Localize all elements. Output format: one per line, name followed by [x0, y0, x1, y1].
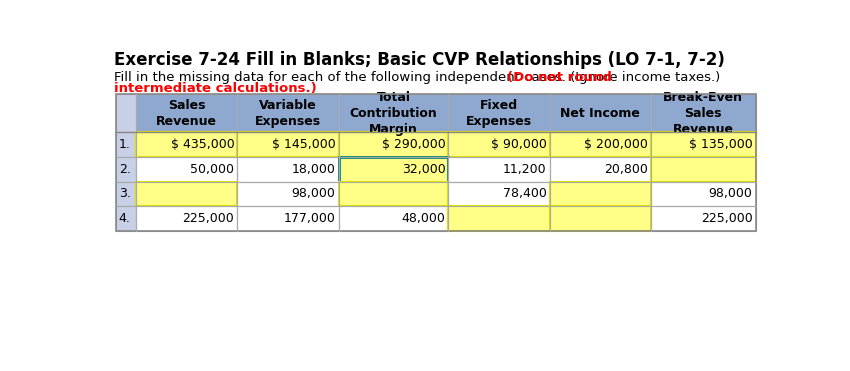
- Bar: [449, 206, 550, 231]
- Text: $ 200,000: $ 200,000: [584, 138, 648, 151]
- Text: 4.: 4.: [119, 212, 131, 225]
- Text: 225,000: 225,000: [183, 212, 235, 225]
- Bar: [116, 157, 136, 181]
- Bar: [116, 181, 136, 206]
- Text: 225,000: 225,000: [701, 212, 752, 225]
- Text: 2.: 2.: [119, 163, 131, 176]
- Bar: [651, 181, 756, 206]
- Bar: [449, 157, 550, 181]
- Text: Fixed
Expenses: Fixed Expenses: [466, 99, 532, 128]
- Bar: [651, 157, 756, 181]
- Text: $ 290,000: $ 290,000: [382, 138, 445, 151]
- Bar: [237, 181, 338, 206]
- Text: Break-Even
Sales
Revenue: Break-Even Sales Revenue: [663, 91, 744, 135]
- Text: 32,000: 32,000: [402, 163, 445, 176]
- Bar: [237, 132, 338, 157]
- Text: $ 135,000: $ 135,000: [688, 138, 752, 151]
- Text: Fill in the missing data for each of the following independent cases. (Ignore in: Fill in the missing data for each of the…: [114, 72, 724, 85]
- Text: 20,800: 20,800: [604, 163, 648, 176]
- Text: 48,000: 48,000: [401, 212, 445, 225]
- Text: 177,000: 177,000: [284, 212, 336, 225]
- Bar: [237, 157, 338, 181]
- Bar: [116, 132, 136, 157]
- Text: 78,400: 78,400: [503, 187, 547, 200]
- Bar: [651, 206, 756, 231]
- Text: $ 90,000: $ 90,000: [490, 138, 547, 151]
- Text: (Do not round: (Do not round: [507, 72, 612, 85]
- Text: Net Income: Net Income: [560, 106, 640, 119]
- Bar: [116, 206, 136, 231]
- Text: Total
Contribution
Margin: Total Contribution Margin: [349, 91, 438, 135]
- Text: 98,000: 98,000: [709, 187, 752, 200]
- Bar: [550, 206, 651, 231]
- Bar: [550, 157, 651, 181]
- Bar: [338, 132, 449, 157]
- Bar: [449, 181, 550, 206]
- Bar: [136, 132, 237, 157]
- Text: 1.: 1.: [119, 138, 131, 151]
- Text: 11,200: 11,200: [503, 163, 547, 176]
- Bar: [136, 181, 237, 206]
- Bar: [116, 94, 136, 132]
- Text: Sales
Revenue: Sales Revenue: [156, 99, 218, 128]
- Bar: [136, 206, 237, 231]
- Bar: [338, 157, 449, 181]
- Bar: [116, 94, 756, 132]
- Bar: [338, 181, 449, 206]
- Bar: [651, 132, 756, 157]
- Bar: [338, 206, 449, 231]
- Text: Exercise 7-24 Fill in Blanks; Basic CVP Relationships (LO 7-1, 7-2): Exercise 7-24 Fill in Blanks; Basic CVP …: [114, 52, 725, 69]
- Bar: [237, 206, 338, 231]
- Bar: [116, 94, 756, 231]
- Text: Variable
Expenses: Variable Expenses: [255, 99, 321, 128]
- Bar: [449, 132, 550, 157]
- Text: $ 145,000: $ 145,000: [272, 138, 336, 151]
- Text: $ 435,000: $ 435,000: [171, 138, 235, 151]
- Text: 3.: 3.: [119, 187, 131, 200]
- Text: intermediate calculations.): intermediate calculations.): [114, 82, 317, 95]
- Text: 98,000: 98,000: [292, 187, 336, 200]
- Bar: [136, 157, 237, 181]
- Text: 50,000: 50,000: [190, 163, 235, 176]
- Bar: [550, 181, 651, 206]
- Bar: [550, 132, 651, 157]
- Text: 18,000: 18,000: [292, 163, 336, 176]
